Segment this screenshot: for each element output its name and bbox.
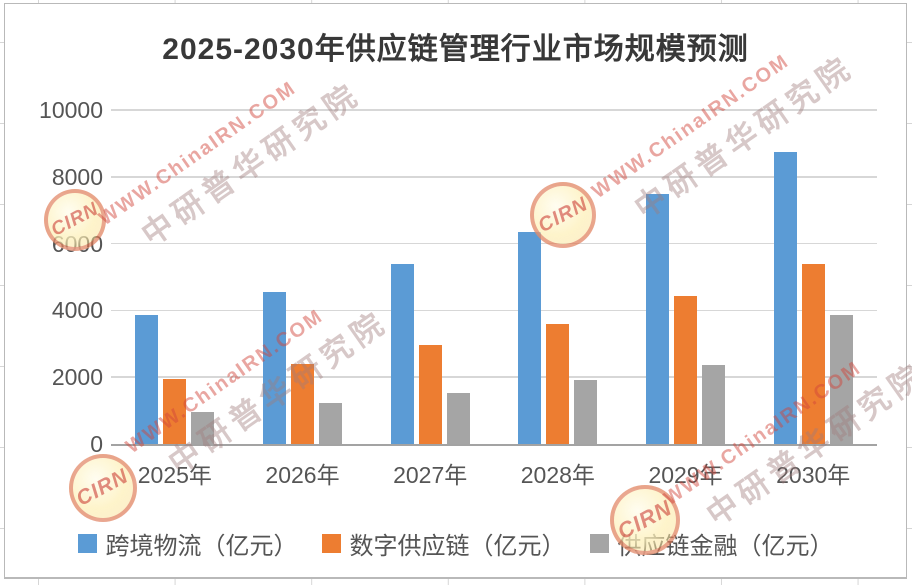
chart-container: 2025-2030年供应链管理行业市场规模预测 0 2000 4000 6000 800… xyxy=(4,3,907,579)
bar-series-2 xyxy=(191,412,215,444)
legend: 跨境物流（亿元） 数字供应链（亿元） 供应链金融（亿元） xyxy=(5,526,906,561)
bar-series-2 xyxy=(574,379,598,444)
bar-series-0 xyxy=(135,314,159,444)
bar-series-2 xyxy=(319,403,342,444)
bar-series-1 xyxy=(163,378,187,444)
legend-item-0: 跨境物流（亿元） xyxy=(77,526,298,561)
y-axis-tick-label: 4000 xyxy=(51,297,103,324)
bar-series-1 xyxy=(546,323,570,444)
x-axis-tick-label: 2028年 xyxy=(520,462,595,488)
gridline xyxy=(111,109,877,111)
legend-swatch-icon xyxy=(77,534,97,553)
bar-series-0 xyxy=(390,263,414,444)
legend-swatch-icon xyxy=(589,534,609,553)
legend-item-1: 数字供应链（亿元） xyxy=(321,526,566,561)
y-axis-tick-label: 8000 xyxy=(51,163,103,190)
bar-group-2026年 xyxy=(239,110,367,444)
x-axis-tick-label: 2025年 xyxy=(137,462,212,488)
x-axis-tick-label: 2030年 xyxy=(776,462,851,488)
bar-group-2029年 xyxy=(622,110,750,444)
x-axis-tick-label: 2029年 xyxy=(648,462,723,488)
bar-series-0 xyxy=(646,193,670,444)
bar-series-1 xyxy=(674,296,698,444)
bar-series-0 xyxy=(773,151,797,444)
y-axis-tick-label: 2000 xyxy=(51,364,103,391)
bar-series-1 xyxy=(801,263,825,444)
gridline xyxy=(111,309,877,312)
bar-group-2028年 xyxy=(494,110,622,444)
y-axis-tick-label: 0 xyxy=(90,431,103,457)
bars xyxy=(111,110,877,444)
bar-group-2025年 xyxy=(111,110,239,444)
x-axis-tick-label: 2026年 xyxy=(265,462,340,488)
y-axis-tick-label: 6000 xyxy=(51,230,103,257)
bar-group-2030年 xyxy=(749,110,877,444)
gridline xyxy=(111,242,877,245)
legend-label: 跨境物流（亿元） xyxy=(105,533,298,560)
chart-title: 2025-2030年供应链管理行业市场规模预测 xyxy=(162,33,749,66)
plot-area xyxy=(111,109,877,446)
x-axis: 2025年 2026年 2027年 2028年 2029年 2030年 xyxy=(111,456,877,490)
legend-label: 数字供应链（亿元） xyxy=(349,533,566,560)
bar-series-1 xyxy=(418,345,442,444)
legend-swatch-icon xyxy=(321,534,341,553)
bar-series-2 xyxy=(829,315,853,444)
y-axis-tick-label: 10000 xyxy=(39,97,103,123)
legend-label: 供应链金融（亿元） xyxy=(617,533,834,560)
gridline xyxy=(111,376,877,378)
gridline xyxy=(111,176,877,178)
legend-item-2: 供应链金融（亿元） xyxy=(589,526,834,561)
bar-group-2027年 xyxy=(366,110,494,444)
bar-series-2 xyxy=(446,392,470,444)
bar-series-0 xyxy=(518,231,542,444)
x-axis-tick-label: 2027年 xyxy=(393,462,468,488)
bar-series-0 xyxy=(263,291,286,444)
bar-series-1 xyxy=(291,363,314,444)
bar-series-2 xyxy=(702,364,726,444)
